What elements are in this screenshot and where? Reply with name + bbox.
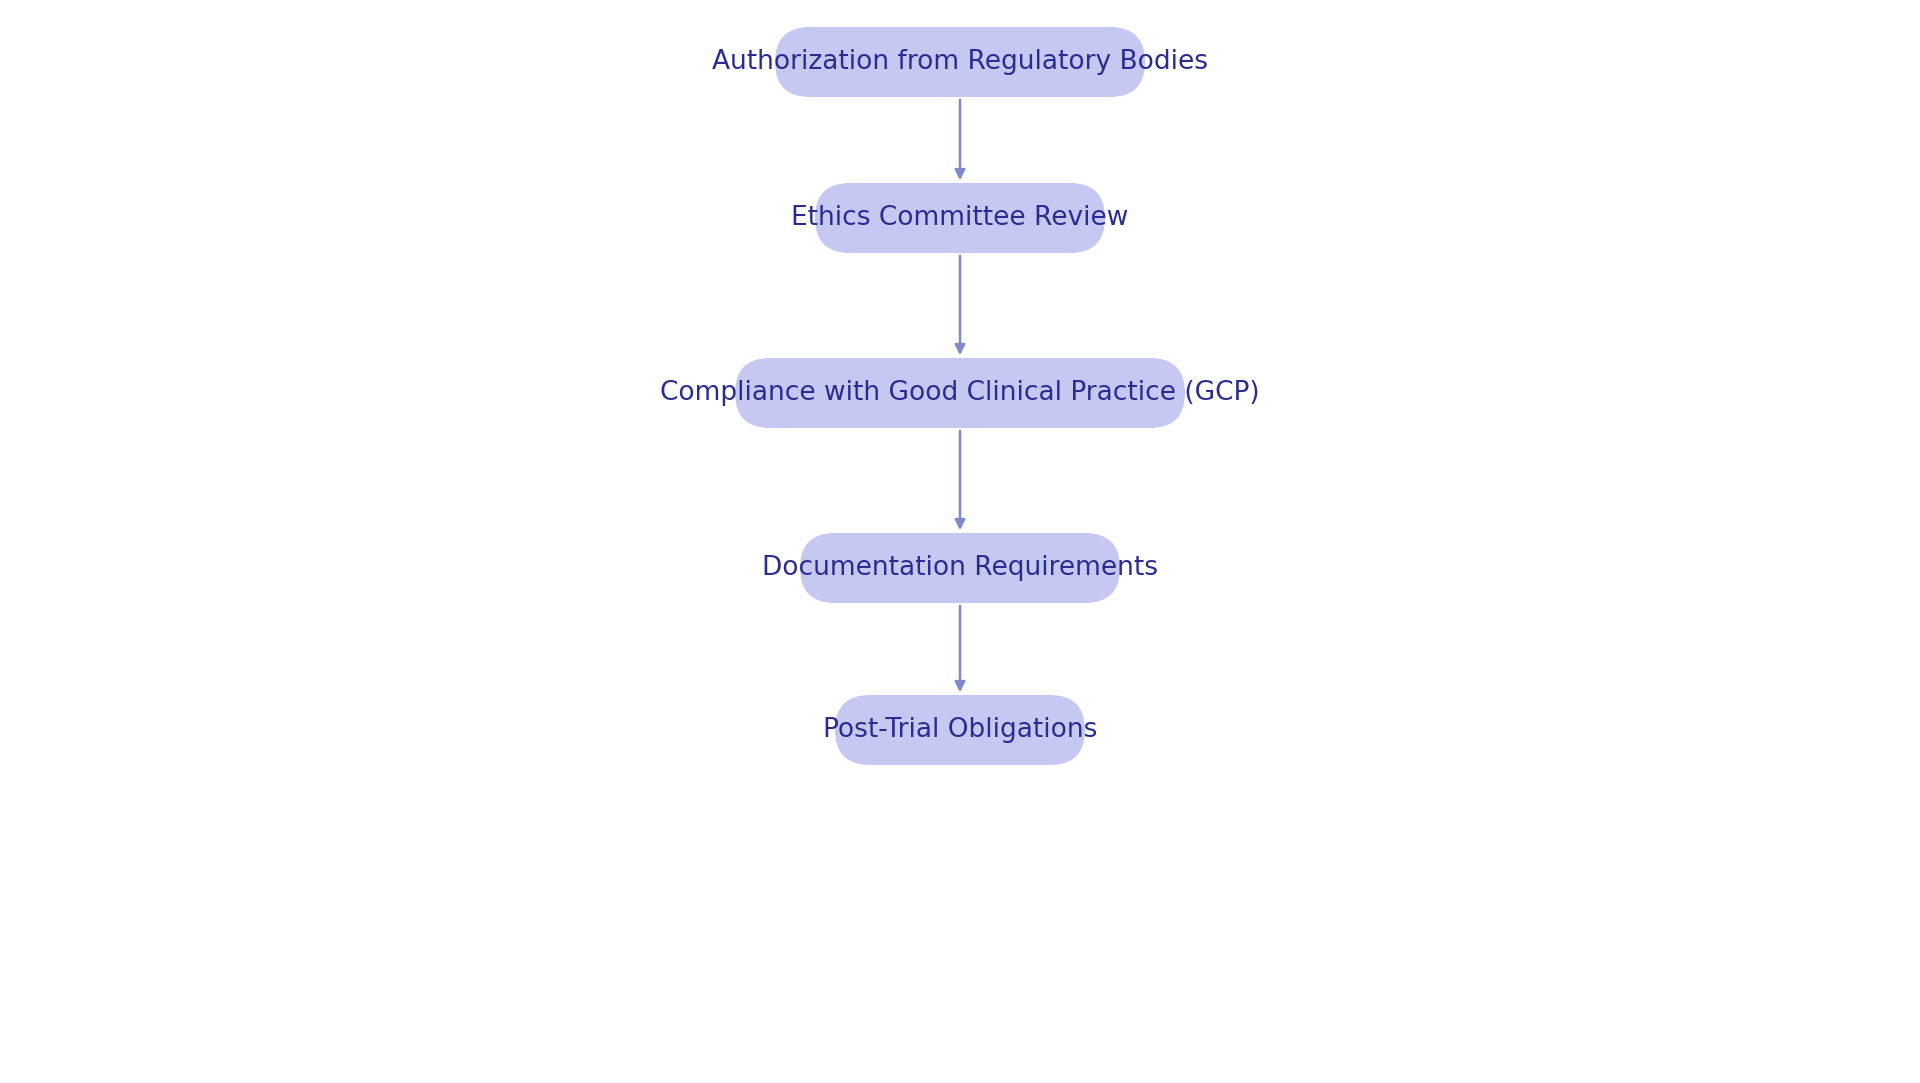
FancyBboxPatch shape — [814, 183, 1106, 253]
Text: Documentation Requirements: Documentation Requirements — [762, 554, 1158, 580]
Text: Post-Trial Obligations: Post-Trial Obligations — [824, 717, 1096, 743]
FancyBboxPatch shape — [835, 695, 1085, 765]
FancyBboxPatch shape — [735, 358, 1185, 428]
Text: Authorization from Regulatory Bodies: Authorization from Regulatory Bodies — [712, 49, 1208, 75]
Text: Ethics Committee Review: Ethics Committee Review — [791, 205, 1129, 231]
FancyBboxPatch shape — [776, 27, 1144, 97]
FancyBboxPatch shape — [801, 533, 1119, 603]
Text: Compliance with Good Clinical Practice (GCP): Compliance with Good Clinical Practice (… — [660, 380, 1260, 406]
